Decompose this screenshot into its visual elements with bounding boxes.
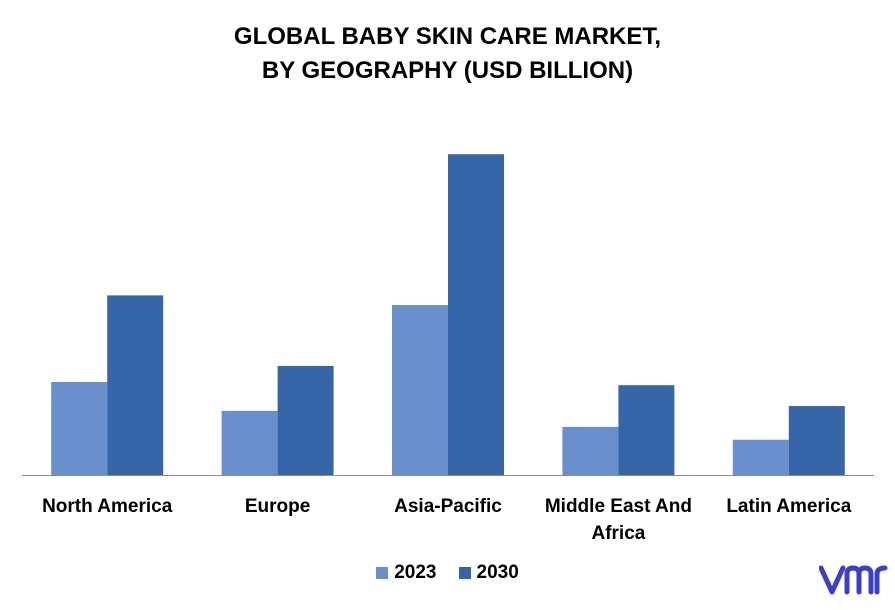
bar-2023-latin-america (732, 439, 789, 475)
bar-2023-asia-pacific (392, 305, 448, 475)
vmr-logo-icon (819, 565, 888, 595)
legend-swatch-2030 (458, 567, 471, 579)
legend-item-2030: 2030 (458, 562, 519, 584)
bar-2030-latin-america (788, 406, 845, 475)
bar-2023-north-america (51, 381, 108, 475)
chart-title-line-2: BY GEOGRAPHY (USD BILLION) (261, 57, 634, 84)
chart-title-line-1: GLOBAL BABY SKIN CARE MARKET, (233, 23, 662, 50)
bar-2030-north-america (107, 295, 164, 475)
legend-label-2030: 2030 (476, 562, 519, 583)
legend-item-2023: 2023 (376, 562, 437, 584)
legend-swatch-2023 (376, 567, 389, 579)
bar-2030-middle-east-and-africa (618, 385, 675, 475)
x-tick-label: Middle East And Africa (545, 496, 692, 544)
x-tick-label: Asia-Pacific (394, 496, 502, 517)
bar-2030-europe (277, 365, 334, 475)
x-tick-label: Europe (245, 496, 310, 517)
legend-label-2023: 2023 (394, 562, 437, 583)
legend: 2023 2030 (0, 562, 895, 584)
chart-title: GLOBAL BABY SKIN CARE MARKET, BY GEOGRAP… (0, 20, 895, 88)
bar-2023-middle-east-and-africa (562, 426, 619, 475)
bar-2030-asia-pacific (448, 154, 504, 475)
x-tick-label: North America (42, 496, 173, 517)
bar-2023-europe (221, 410, 278, 475)
x-tick-label: Latin America (726, 496, 851, 517)
